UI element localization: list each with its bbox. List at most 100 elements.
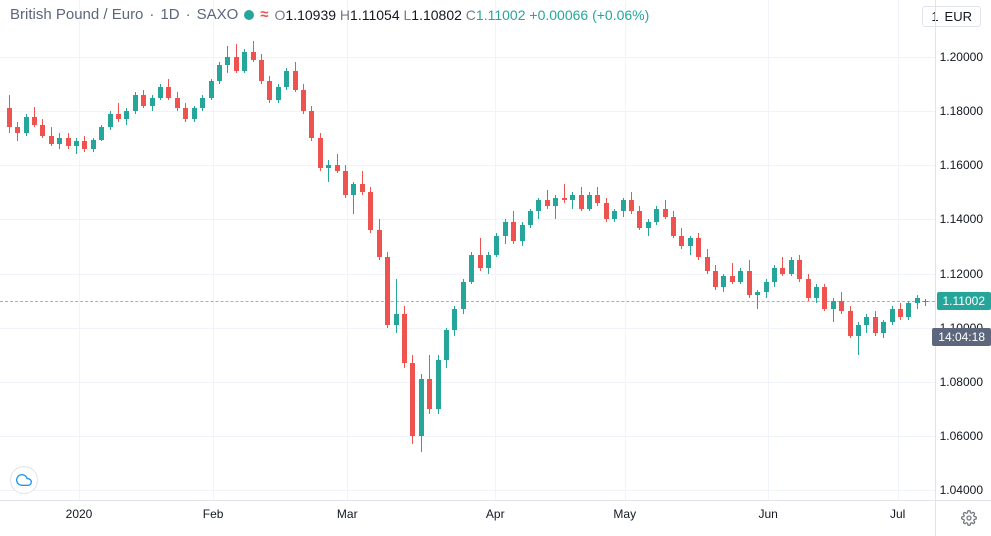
candle-body[interactable] (663, 209, 668, 217)
candle-body[interactable] (562, 198, 567, 201)
candle-body[interactable] (385, 257, 390, 325)
candle-body[interactable] (419, 379, 424, 436)
candle-body[interactable] (309, 111, 314, 138)
candle-body[interactable] (82, 141, 87, 149)
candle-body[interactable] (343, 171, 348, 195)
candle-body[interactable] (772, 268, 777, 282)
candle-body[interactable] (150, 98, 155, 106)
candle-body[interactable] (200, 98, 205, 109)
candle-body[interactable] (351, 184, 356, 195)
candle-body[interactable] (99, 127, 104, 139)
candle-body[interactable] (503, 222, 508, 236)
candle-body[interactable] (679, 236, 684, 247)
candle-body[interactable] (40, 125, 45, 136)
candle-body[interactable] (873, 317, 878, 333)
candle-body[interactable] (217, 65, 222, 81)
candle-body[interactable] (15, 127, 20, 132)
candle-body[interactable] (49, 136, 54, 144)
candle-body[interactable] (478, 255, 483, 269)
candle-body[interactable] (604, 203, 609, 219)
candle-body[interactable] (335, 165, 340, 170)
candle-body[interactable] (242, 52, 247, 71)
candle-body[interactable] (377, 230, 382, 257)
candle-body[interactable] (427, 379, 432, 409)
candle-body[interactable] (511, 222, 516, 241)
candle-body[interactable] (721, 276, 726, 287)
candle-body[interactable] (688, 238, 693, 246)
candle-body[interactable] (394, 314, 399, 325)
symbol-name[interactable]: British Pound / Euro (10, 6, 143, 23)
candle-body[interactable] (234, 57, 239, 71)
candle-body[interactable] (915, 298, 920, 303)
candle-body[interactable] (318, 138, 323, 168)
candle-body[interactable] (553, 198, 558, 206)
candle-body[interactable] (402, 314, 407, 363)
candle-body[interactable] (579, 195, 584, 209)
candle-body[interactable] (486, 255, 491, 269)
candle-body[interactable] (461, 282, 466, 309)
candle-body[interactable] (545, 200, 550, 205)
candle-body[interactable] (839, 301, 844, 312)
candle-body[interactable] (797, 260, 802, 279)
candle-body[interactable] (671, 217, 676, 236)
candle-body[interactable] (301, 90, 306, 112)
candle-body[interactable] (856, 325, 861, 336)
candle-body[interactable] (116, 114, 121, 119)
screenshot-icon[interactable] (10, 466, 38, 494)
candle-body[interactable] (158, 87, 163, 98)
candle-body[interactable] (764, 282, 769, 293)
candle-body[interactable] (284, 71, 289, 87)
candle-body[interactable] (806, 279, 811, 298)
candle-body[interactable] (259, 60, 264, 82)
candle-body[interactable] (141, 95, 146, 106)
candle-body[interactable] (133, 95, 138, 111)
candle-body[interactable] (822, 287, 827, 309)
x-axis[interactable]: 2020FebMarAprMayJunJul (0, 500, 935, 536)
candle-body[interactable] (789, 260, 794, 274)
candle-body[interactable] (906, 303, 911, 317)
candle-body[interactable] (436, 360, 441, 409)
candle-body[interactable] (251, 52, 256, 60)
candle-body[interactable] (864, 317, 869, 325)
candle-body[interactable] (124, 111, 129, 119)
candle-body[interactable] (209, 81, 214, 97)
candle-body[interactable] (696, 238, 701, 257)
candle-body[interactable] (225, 57, 230, 65)
chart-plot-area[interactable] (0, 0, 935, 500)
interval[interactable]: 1D (160, 6, 179, 23)
candle-body[interactable] (183, 108, 188, 119)
candle-body[interactable] (747, 271, 752, 295)
candle-body[interactable] (267, 81, 272, 100)
candle-body[interactable] (360, 184, 365, 192)
candle-body[interactable] (66, 138, 71, 146)
candle-body[interactable] (7, 108, 12, 127)
settings-icon[interactable] (957, 506, 981, 530)
candle-body[interactable] (612, 211, 617, 219)
candle-body[interactable] (646, 222, 651, 227)
candle-body[interactable] (881, 322, 886, 333)
candle-body[interactable] (276, 87, 281, 101)
candle-body[interactable] (536, 200, 541, 211)
candle-body[interactable] (713, 271, 718, 287)
candle-body[interactable] (705, 257, 710, 271)
candle-body[interactable] (32, 117, 37, 125)
candle-body[interactable] (629, 200, 634, 211)
candle-body[interactable] (595, 195, 600, 203)
candle-body[interactable] (452, 309, 457, 331)
candle-body[interactable] (890, 309, 895, 323)
candle-body[interactable] (91, 140, 96, 149)
candle-body[interactable] (24, 117, 29, 133)
candle-body[interactable] (108, 114, 113, 128)
y-axis[interactable]: 1.040001.060001.080001.100001.120001.140… (935, 0, 991, 500)
candle-body[interactable] (848, 311, 853, 335)
candle-body[interactable] (444, 330, 449, 360)
candle-body[interactable] (410, 363, 415, 436)
candle-body[interactable] (326, 165, 331, 168)
candle-body[interactable] (368, 192, 373, 230)
candle-body[interactable] (831, 301, 836, 309)
candle-body[interactable] (654, 209, 659, 223)
candle-body[interactable] (166, 87, 171, 98)
candle-body[interactable] (528, 211, 533, 225)
candle-body[interactable] (469, 255, 474, 282)
candle-body[interactable] (621, 200, 626, 211)
